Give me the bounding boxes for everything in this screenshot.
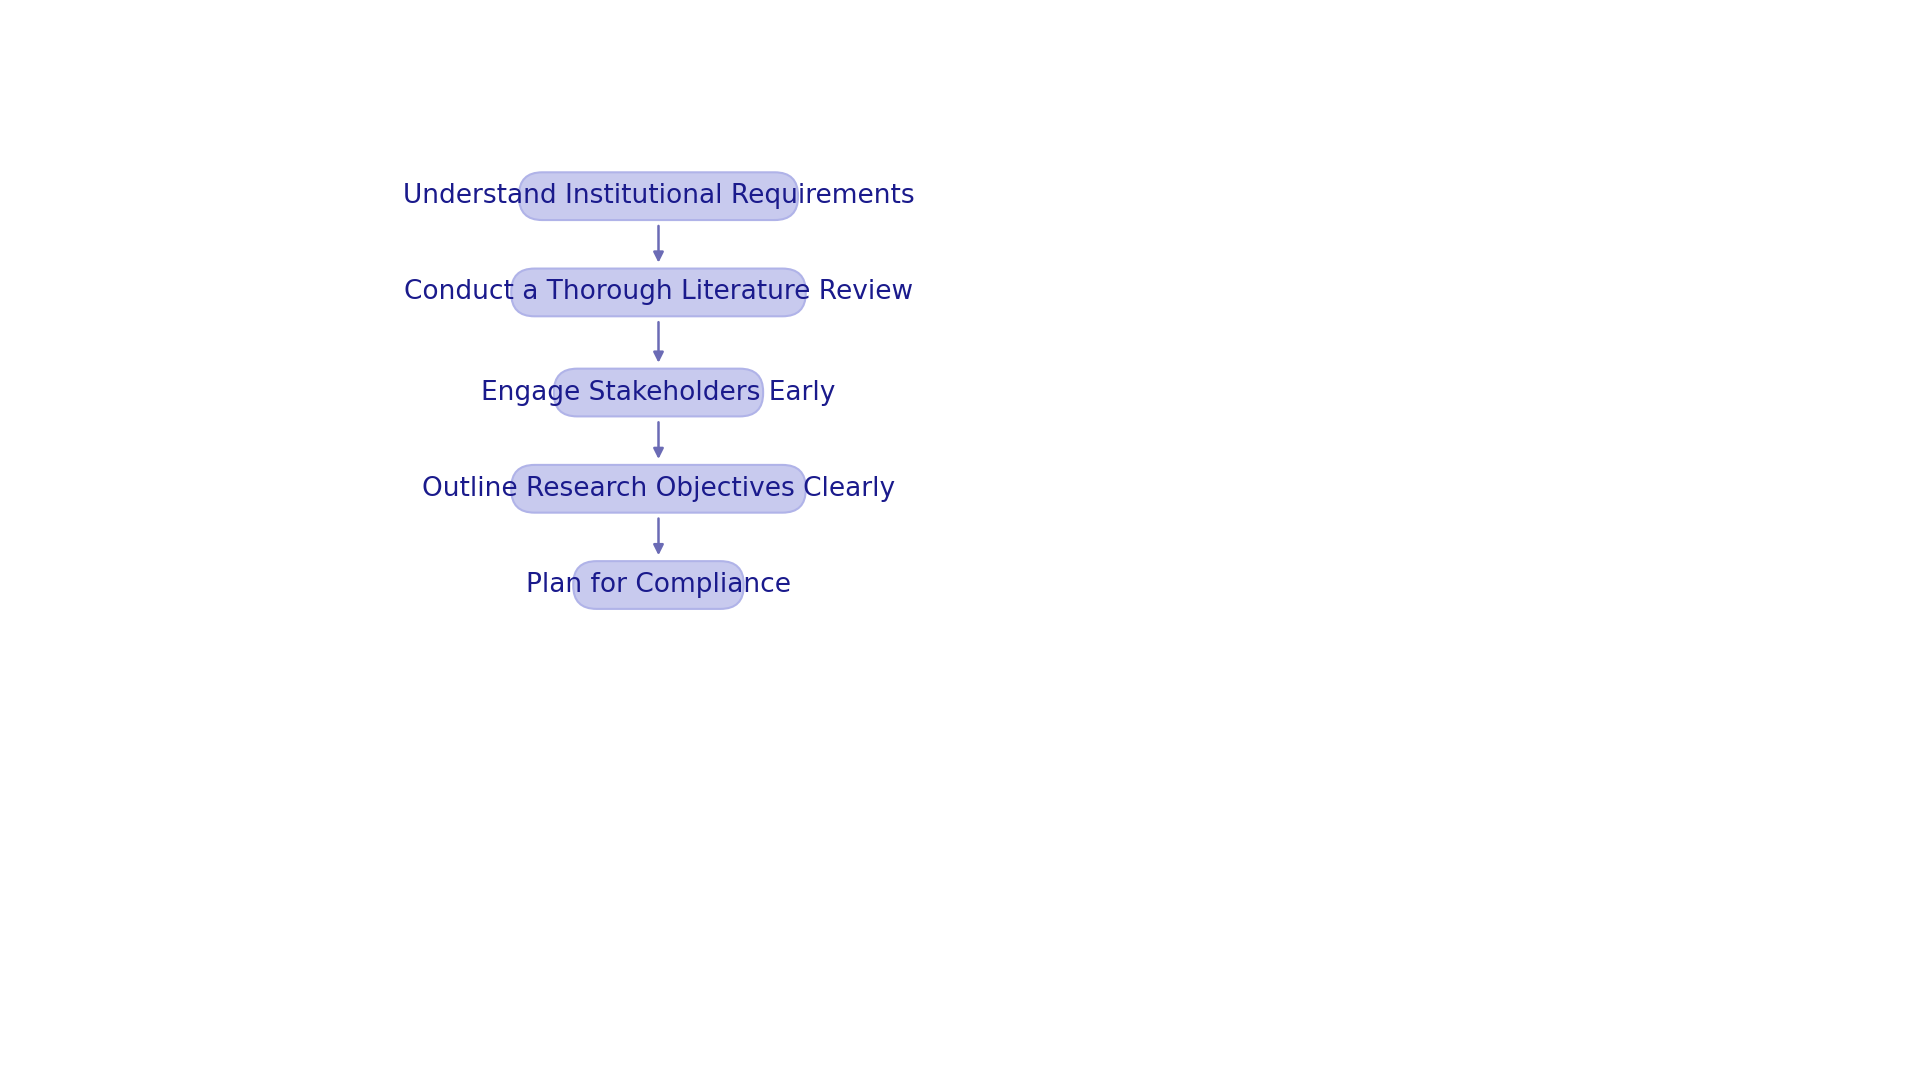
FancyBboxPatch shape (511, 465, 806, 512)
Text: Understand Institutional Requirements: Understand Institutional Requirements (403, 183, 914, 209)
FancyBboxPatch shape (574, 561, 743, 609)
FancyBboxPatch shape (518, 172, 799, 220)
FancyBboxPatch shape (511, 269, 806, 316)
FancyBboxPatch shape (553, 368, 762, 416)
Text: Conduct a Thorough Literature Review: Conduct a Thorough Literature Review (403, 279, 914, 305)
Text: Engage Stakeholders Early: Engage Stakeholders Early (482, 379, 835, 405)
Text: Plan for Compliance: Plan for Compliance (526, 572, 791, 598)
Text: Outline Research Objectives Clearly: Outline Research Objectives Clearly (422, 475, 895, 501)
